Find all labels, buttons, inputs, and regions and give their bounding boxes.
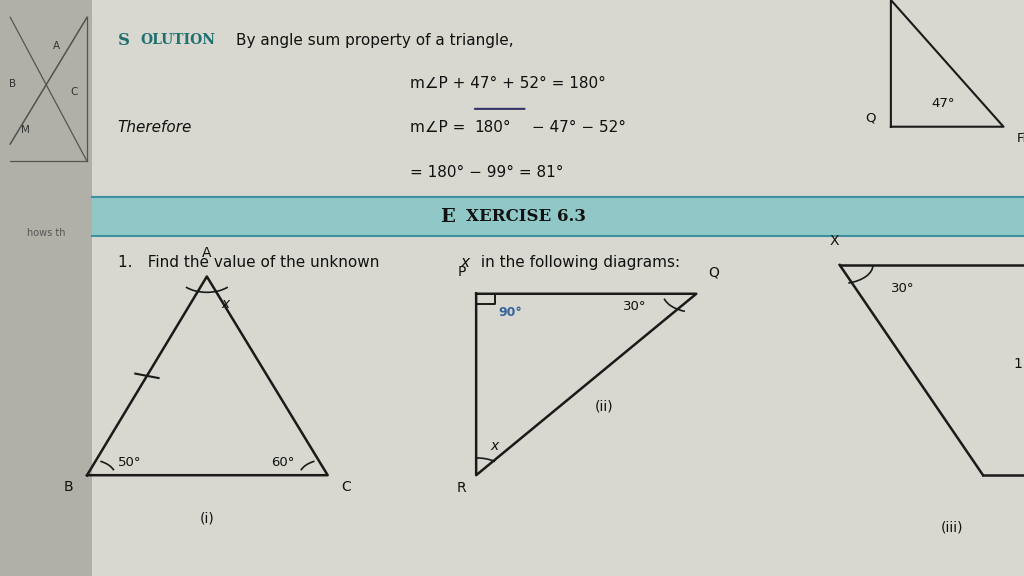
Text: m∠P =: m∠P = [410,120,470,135]
Text: C: C [341,480,351,494]
Text: S: S [118,32,130,49]
Text: 1. Find the value of the unknown: 1. Find the value of the unknown [118,255,384,270]
Text: in the following diagrams:: in the following diagrams: [476,255,680,270]
Text: A: A [202,247,212,260]
Text: 30°: 30° [623,300,646,313]
Text: x: x [221,297,229,311]
FancyBboxPatch shape [0,0,92,576]
Text: (i): (i) [200,511,215,525]
FancyBboxPatch shape [92,0,1024,576]
Text: m∠P + 47° + 52° = 180°: m∠P + 47° + 52° = 180° [410,76,605,91]
Text: 1: 1 [1013,357,1022,372]
Text: C: C [70,87,78,97]
Text: Therefore: Therefore [118,120,193,135]
Text: By angle sum property of a triangle,: By angle sum property of a triangle, [236,33,513,48]
Text: M: M [22,124,30,135]
Text: x: x [490,439,499,453]
Text: 90°: 90° [499,306,522,319]
Text: (ii): (ii) [595,399,613,413]
Text: hows th: hows th [27,228,66,238]
Text: B: B [9,78,15,89]
Text: X: X [829,234,840,248]
Text: B: B [63,480,74,494]
Text: OLUTION: OLUTION [140,33,215,47]
Text: 50°: 50° [118,456,141,469]
Text: A: A [53,41,59,51]
Text: XERCISE 6.3: XERCISE 6.3 [466,208,586,225]
Text: (iii): (iii) [941,520,964,534]
FancyBboxPatch shape [92,197,1024,236]
Text: R: R [457,481,466,495]
Text: 60°: 60° [271,456,295,469]
Text: 47°: 47° [932,97,955,110]
Text: Fig: Fig [1017,132,1024,145]
Text: Q: Q [709,266,720,279]
Text: − 47° − 52°: − 47° − 52° [527,120,627,135]
Text: E: E [440,207,456,226]
Text: 180°: 180° [474,120,511,135]
Text: P: P [458,266,466,279]
Text: x: x [461,255,470,270]
Text: 30°: 30° [891,282,914,294]
Text: Q: Q [865,112,876,124]
Text: = 180° − 99° = 81°: = 180° − 99° = 81° [410,165,563,180]
